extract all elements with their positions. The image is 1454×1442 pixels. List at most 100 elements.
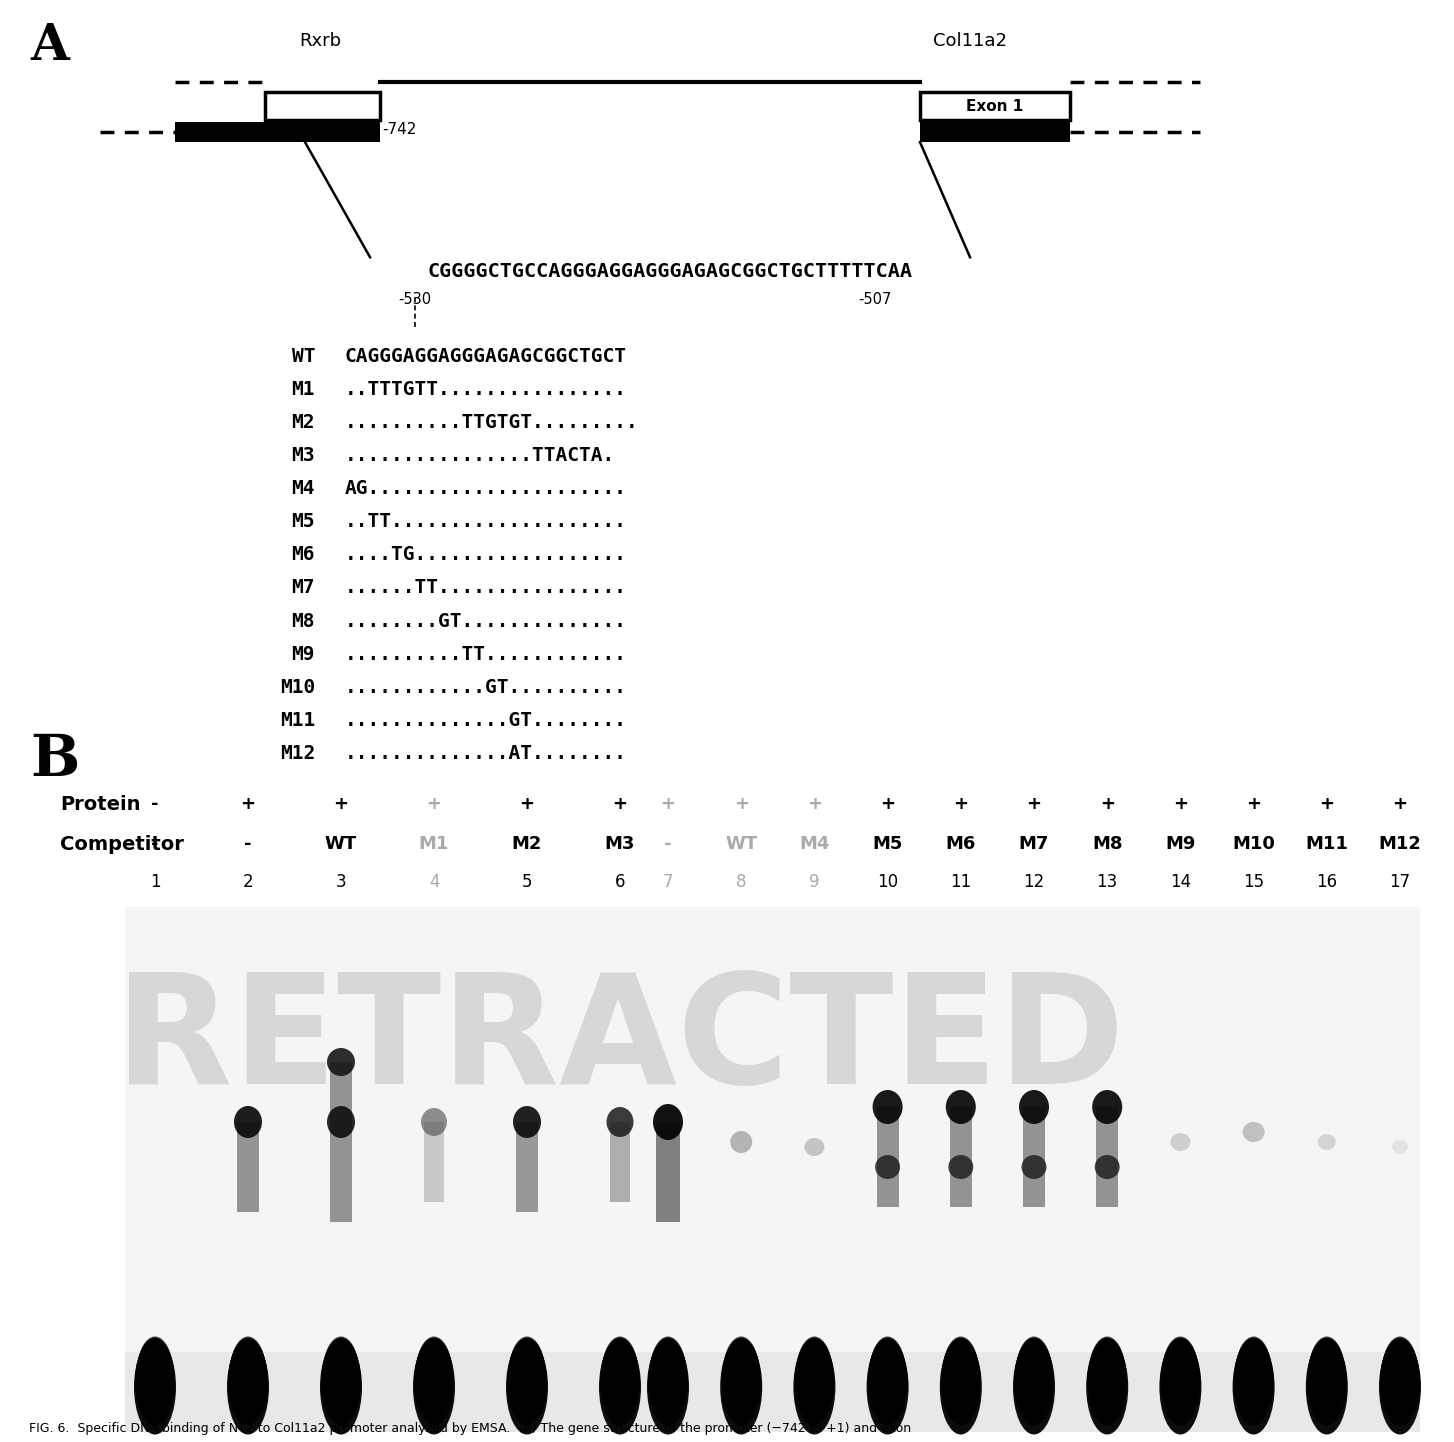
Ellipse shape (602, 1337, 638, 1407)
Text: +: + (1099, 795, 1115, 813)
Ellipse shape (942, 1337, 979, 1407)
Ellipse shape (606, 1107, 634, 1136)
Text: ......TT................: ......TT................ (345, 578, 627, 597)
Ellipse shape (1160, 1338, 1201, 1426)
Text: M6: M6 (945, 835, 976, 854)
Text: -: - (664, 835, 672, 854)
Ellipse shape (948, 1155, 973, 1180)
Ellipse shape (1234, 1338, 1272, 1416)
Bar (1096, 1107, 1118, 1207)
Text: WT: WT (324, 835, 358, 854)
Ellipse shape (942, 1338, 980, 1416)
Text: M4: M4 (291, 479, 316, 499)
Ellipse shape (320, 1340, 362, 1435)
Ellipse shape (601, 1338, 638, 1416)
Text: ..TT....................: ..TT.................... (345, 512, 627, 532)
Ellipse shape (137, 1337, 173, 1407)
Text: RETRACTED: RETRACTED (115, 968, 1125, 1116)
Bar (516, 1122, 538, 1211)
Text: M7: M7 (1019, 835, 1050, 854)
Ellipse shape (650, 1337, 686, 1407)
Bar (920, 92, 1070, 120)
Text: +: + (807, 795, 822, 813)
Text: 1: 1 (150, 872, 160, 891)
Bar (877, 1107, 899, 1207)
Text: ................TTACTA.: ................TTACTA. (345, 447, 615, 466)
Bar (125, 907, 650, 1432)
Ellipse shape (507, 1338, 547, 1426)
Ellipse shape (1095, 1155, 1120, 1180)
Ellipse shape (513, 1106, 541, 1138)
Ellipse shape (1019, 1090, 1048, 1123)
Text: M6: M6 (291, 545, 316, 564)
Ellipse shape (1170, 1133, 1191, 1151)
Text: B: B (31, 733, 80, 787)
Ellipse shape (797, 1337, 832, 1407)
Text: Exon 1: Exon 1 (967, 98, 1024, 114)
Ellipse shape (945, 1090, 976, 1123)
Text: -: - (151, 795, 158, 813)
Ellipse shape (804, 1138, 824, 1156)
Text: WT: WT (726, 835, 758, 854)
Bar (265, 92, 379, 120)
Ellipse shape (1307, 1338, 1346, 1426)
Ellipse shape (230, 1337, 266, 1407)
Bar (648, 907, 1421, 1432)
Text: +: + (612, 795, 628, 813)
Ellipse shape (794, 1338, 835, 1426)
Text: -742: -742 (382, 123, 416, 137)
Ellipse shape (599, 1340, 641, 1435)
Ellipse shape (1013, 1338, 1054, 1426)
Text: M12: M12 (1378, 835, 1422, 854)
Ellipse shape (1233, 1340, 1275, 1435)
Text: A: A (31, 22, 68, 71)
Ellipse shape (1092, 1090, 1122, 1123)
Text: M10: M10 (279, 678, 316, 696)
Text: Col11a2: Col11a2 (933, 32, 1008, 50)
Text: M2: M2 (291, 414, 316, 433)
Ellipse shape (648, 1338, 686, 1416)
Ellipse shape (327, 1106, 355, 1138)
Text: +: + (734, 795, 749, 813)
Text: Protein: Protein (60, 795, 141, 813)
Text: M2: M2 (512, 835, 542, 854)
Ellipse shape (1233, 1338, 1274, 1426)
Ellipse shape (135, 1338, 174, 1426)
Ellipse shape (1381, 1337, 1418, 1407)
Ellipse shape (1306, 1340, 1348, 1435)
Ellipse shape (414, 1338, 454, 1416)
Text: +: + (1246, 795, 1261, 813)
Text: M1: M1 (291, 381, 316, 399)
Ellipse shape (1307, 1338, 1346, 1416)
Ellipse shape (1016, 1337, 1053, 1407)
Bar (1024, 1107, 1045, 1207)
Text: M11: M11 (279, 711, 316, 730)
Ellipse shape (227, 1340, 269, 1435)
Text: ............GT..........: ............GT.......... (345, 678, 627, 696)
Ellipse shape (868, 1338, 907, 1426)
Text: 14: 14 (1170, 872, 1191, 891)
Text: -: - (244, 835, 252, 854)
Ellipse shape (867, 1340, 909, 1435)
Text: ..............GT........: ..............GT........ (345, 711, 627, 730)
Ellipse shape (868, 1338, 907, 1416)
Text: 2: 2 (243, 872, 253, 891)
Ellipse shape (327, 1048, 355, 1076)
Ellipse shape (228, 1338, 268, 1426)
Text: M7: M7 (291, 578, 316, 597)
Text: +: + (1027, 795, 1041, 813)
Text: M8: M8 (1092, 835, 1122, 854)
Bar (125, 907, 650, 1353)
Ellipse shape (647, 1340, 689, 1435)
Ellipse shape (1088, 1338, 1127, 1426)
Ellipse shape (721, 1338, 762, 1426)
Ellipse shape (1086, 1340, 1128, 1435)
Text: +1: +1 (920, 123, 942, 137)
Ellipse shape (1380, 1338, 1421, 1426)
Text: +: + (1173, 795, 1188, 813)
Ellipse shape (507, 1338, 547, 1416)
Ellipse shape (1317, 1133, 1336, 1151)
Ellipse shape (723, 1337, 759, 1407)
Text: M4: M4 (800, 835, 830, 854)
Text: 12: 12 (1024, 872, 1044, 891)
